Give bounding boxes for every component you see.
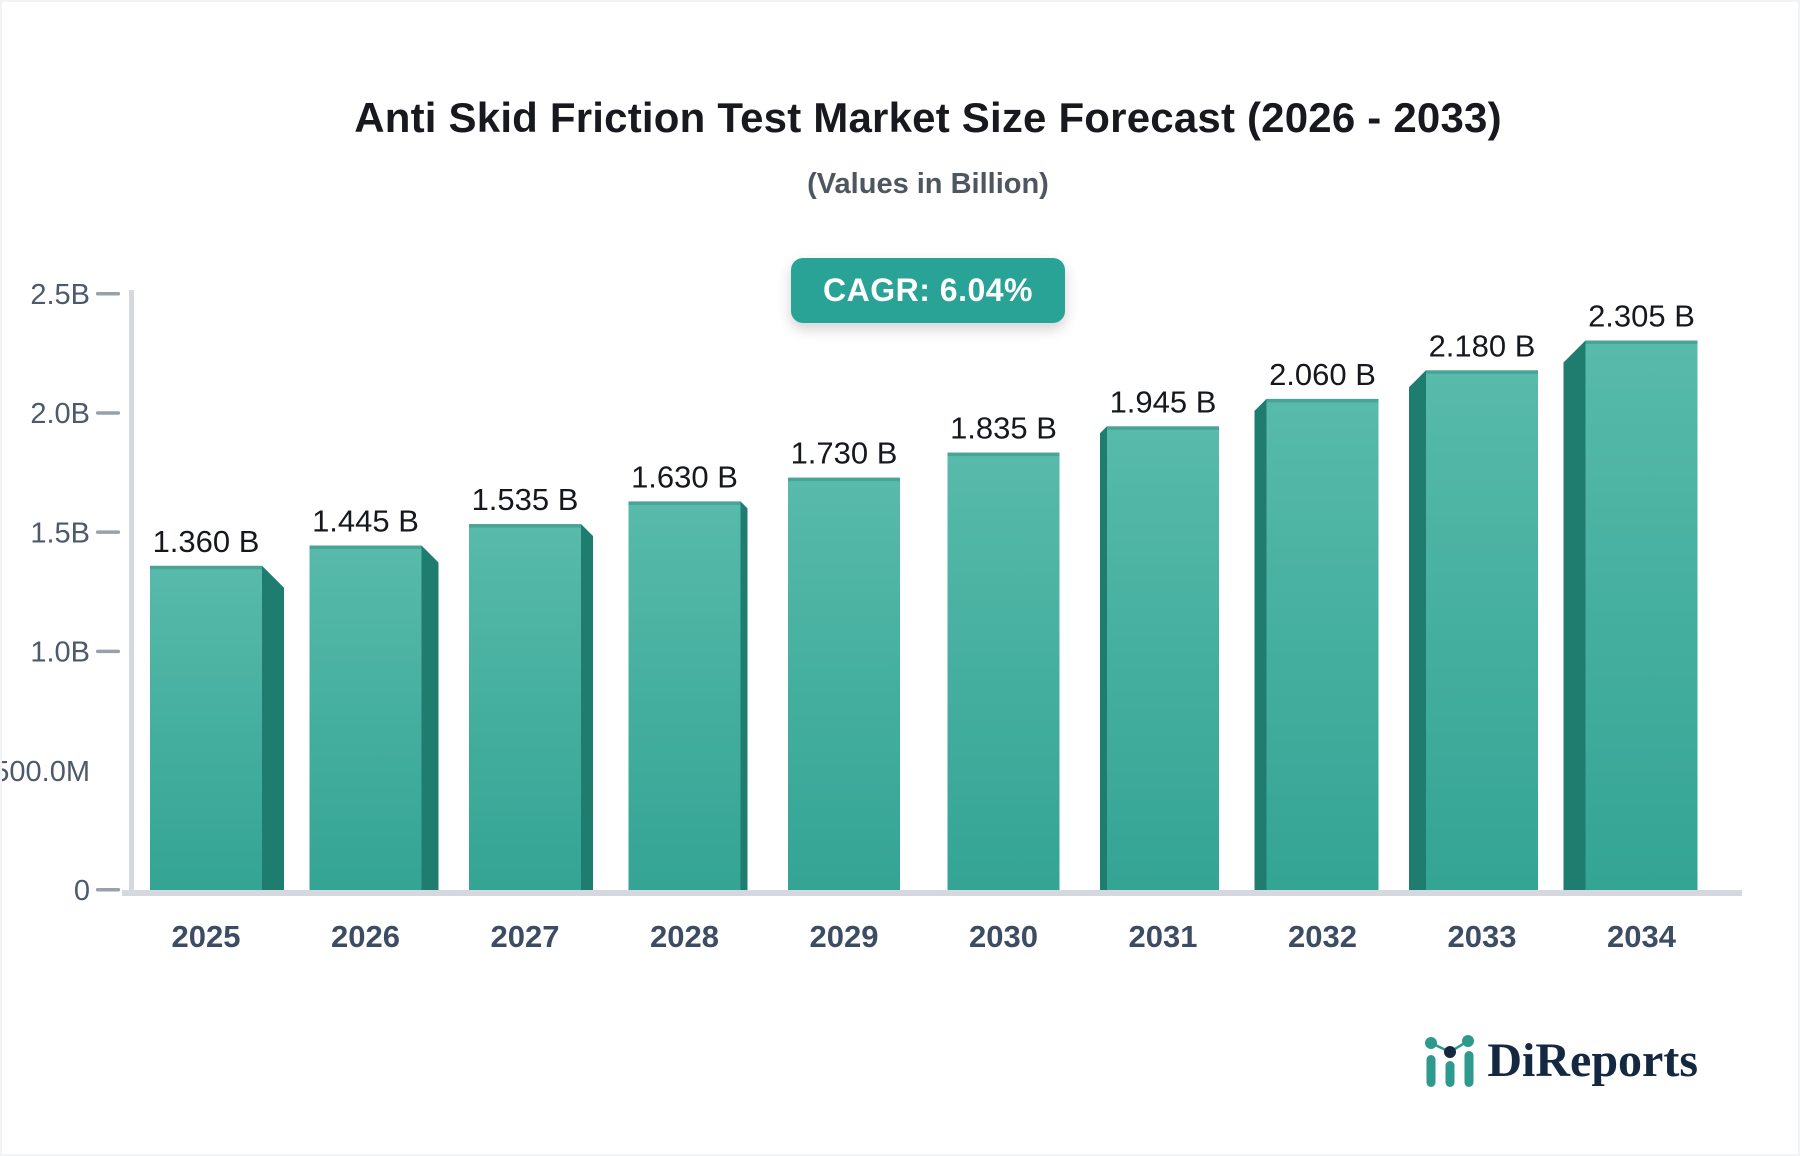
bar-top-edge <box>947 452 1060 457</box>
y-tick-label: 500.0M <box>2 756 90 788</box>
bar-2028 <box>628 501 741 890</box>
bar-2030 <box>947 452 1060 890</box>
x-category-label: 2034 <box>1607 919 1677 954</box>
bar-side-2028 <box>740 501 748 890</box>
y-tick-dash <box>96 888 120 892</box>
bar-side-2025 <box>262 565 284 890</box>
x-category-label: 2028 <box>650 919 719 954</box>
x-category-label: 2031 <box>1129 919 1198 954</box>
bar-2025 <box>150 565 262 890</box>
bar-top-edge <box>788 477 900 482</box>
y-tick-label: 2.5B <box>30 279 90 311</box>
bar-2029 <box>788 477 900 890</box>
cagr-badge: CAGR: 6.04% <box>791 258 1065 323</box>
x-category-label: 2032 <box>1288 919 1357 954</box>
bar-value-label: 1.535 B <box>472 482 579 517</box>
bar-value-label: 1.945 B <box>1110 384 1217 419</box>
x-category-label: 2027 <box>491 919 560 954</box>
x-axis-line <box>122 890 1742 896</box>
x-category-label: 2030 <box>969 919 1038 954</box>
bar-top-edge <box>1426 370 1538 374</box>
bar-side-2034 <box>1563 340 1586 890</box>
y-tick-label: 1.5B <box>30 517 90 549</box>
bar-top-edge <box>309 545 422 550</box>
bar-2033 <box>1426 370 1538 891</box>
chart-subtitle: (Values in Billion) <box>807 168 1049 200</box>
bar-value-label: 1.630 B <box>631 459 738 494</box>
y-tick-dash <box>96 530 120 534</box>
y-tick-dash <box>96 649 120 654</box>
bar-top-edge <box>628 501 741 505</box>
bar-value-label: 2.060 B <box>1269 357 1376 392</box>
chart-title: Anti Skid Friction Test Market Size Fore… <box>354 94 1502 141</box>
y-tick-label: 2.0B <box>30 398 90 430</box>
bar-side-2031 <box>1100 426 1107 890</box>
x-category-label: 2029 <box>810 919 879 954</box>
bar-side-2027 <box>581 524 593 890</box>
bar-side-2026 <box>421 545 439 890</box>
bar-2034 <box>1585 340 1698 890</box>
y-tick-label: 1.0B <box>30 637 90 669</box>
bar-side-2033 <box>1409 370 1426 891</box>
bar-line-chart-icon <box>1425 1035 1475 1087</box>
y-tick-dash <box>96 292 120 296</box>
bar-top-edge <box>150 565 262 570</box>
bar-top-edge <box>1107 426 1219 430</box>
bar-value-label: 1.835 B <box>950 411 1057 446</box>
bar-top-edge <box>469 524 581 528</box>
y-tick-dash <box>96 411 120 415</box>
bar-2026 <box>309 545 422 890</box>
bar-value-label: 1.445 B <box>312 504 419 539</box>
bar-value-label: 2.180 B <box>1429 328 1536 363</box>
brand-name: DiReports <box>1487 1034 1698 1087</box>
bar-top-edge <box>1585 340 1698 344</box>
y-axis-line <box>129 290 134 890</box>
bar-value-label: 1.730 B <box>791 436 898 471</box>
bar-2032 <box>1266 398 1379 890</box>
bar-value-label: 2.305 B <box>1588 298 1695 333</box>
y-tick-label: 0 <box>74 875 90 907</box>
bar-2031 <box>1107 426 1219 890</box>
x-category-label: 2033 <box>1448 919 1517 954</box>
brand-logo: DiReports <box>1423 1034 1698 1088</box>
bar-2027 <box>469 524 581 890</box>
bar-top-edge <box>1266 398 1379 403</box>
x-category-label: 2026 <box>331 919 400 954</box>
x-category-label: 2025 <box>172 919 241 954</box>
bar-value-label: 1.360 B <box>153 524 260 559</box>
bar-side-2032 <box>1254 398 1267 890</box>
